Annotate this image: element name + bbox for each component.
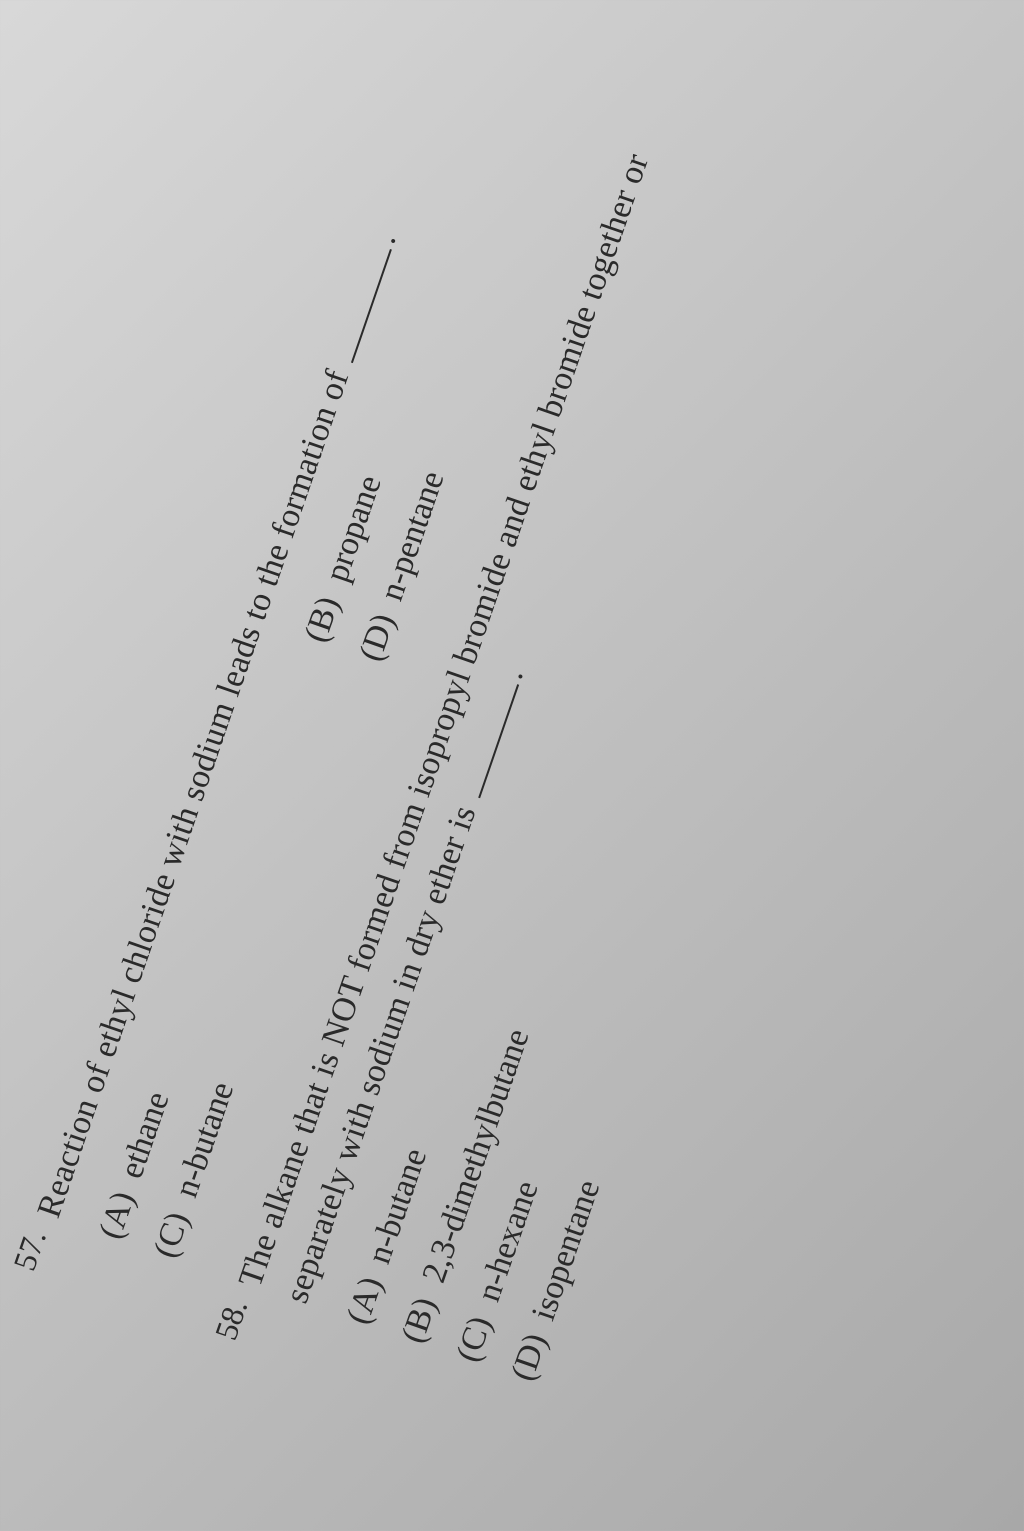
question-number: 58. [207,1295,255,1345]
page-content: 57. Reaction of ethyl chloride with sodi… [0,0,1024,1506]
question-number: 57. [6,1225,54,1275]
fill-blank [321,238,392,363]
